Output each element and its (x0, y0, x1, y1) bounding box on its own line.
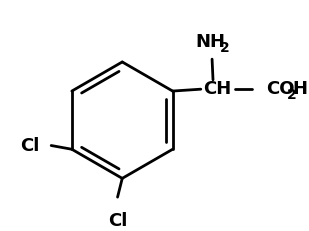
Text: 2: 2 (220, 41, 230, 55)
Text: Cl: Cl (20, 137, 40, 155)
Text: 2: 2 (287, 88, 297, 102)
Text: H: H (293, 80, 308, 98)
Text: NH: NH (195, 33, 225, 51)
Text: CH: CH (204, 80, 232, 98)
Text: CO: CO (267, 80, 295, 98)
Text: Cl: Cl (108, 212, 127, 230)
